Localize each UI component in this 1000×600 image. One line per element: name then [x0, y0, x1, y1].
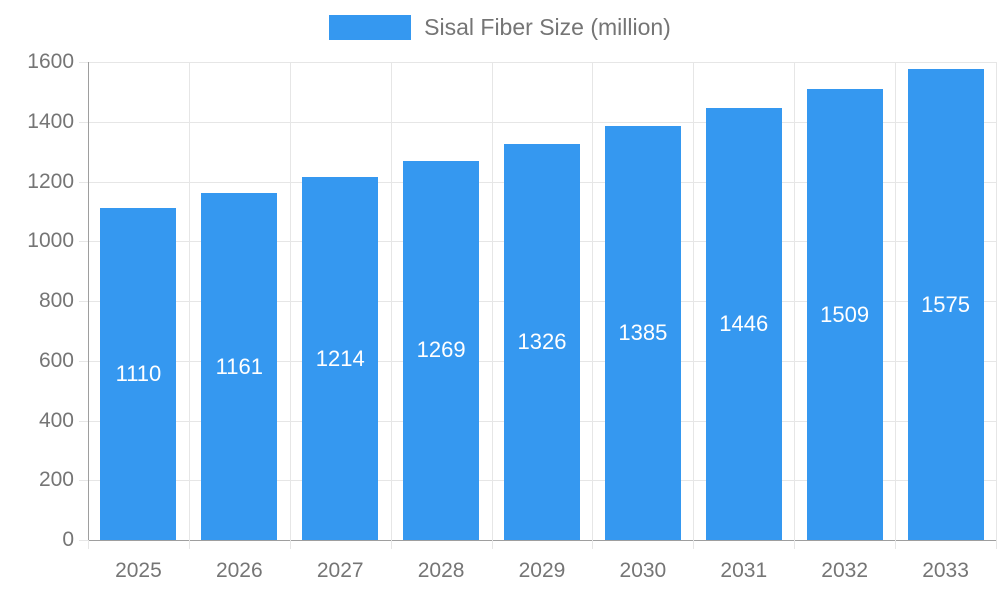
y-axis-tick	[79, 121, 88, 123]
y-axis-tick	[79, 241, 88, 243]
y-axis-tick	[79, 360, 88, 362]
bar[interactable]: 1446	[705, 108, 782, 540]
y-axis-tick	[79, 420, 88, 422]
y-axis-label: 200	[38, 468, 74, 492]
x-axis-label: 2029	[518, 559, 566, 582]
plot-area: 1110 1161 1214 1269 1326 1385 1446 1509 1575	[88, 62, 997, 540]
y-axis-label: 1600	[27, 50, 74, 73]
x-axis-label: 2026	[215, 559, 263, 582]
bar[interactable]: 1269	[403, 160, 480, 540]
x-axis-tick	[188, 540, 190, 549]
x-axis-label: 2028	[417, 559, 465, 582]
bar[interactable]: 1509	[806, 89, 883, 540]
gridline-vertical	[592, 62, 594, 540]
y-axis-tick	[79, 480, 88, 482]
bar[interactable]: 1161	[201, 193, 278, 540]
gridline-vertical	[895, 62, 897, 540]
x-axis-label: 2033	[922, 559, 969, 582]
y-axis-tick	[79, 540, 88, 541]
y-axis-label: 0	[62, 528, 74, 551]
gridline-vertical	[794, 62, 796, 540]
x-axis-label: 2030	[619, 559, 667, 582]
y-axis-label: 1400	[27, 109, 74, 133]
bar[interactable]: 1575	[907, 69, 984, 540]
x-axis-label: 2027	[316, 559, 364, 582]
y-axis-line	[88, 62, 89, 540]
gridline-vertical	[289, 62, 291, 540]
gridline-horizontal	[88, 62, 996, 63]
x-axis-tick	[289, 540, 291, 549]
bar-value-label: 1509	[820, 301, 870, 327]
gridline-vertical	[491, 62, 493, 540]
y-axis-tick	[79, 62, 88, 63]
x-axis-tick	[491, 540, 493, 549]
x-axis-tick	[88, 540, 89, 549]
y-axis-label: 600	[38, 348, 74, 372]
gridline-vertical	[390, 62, 392, 540]
bar[interactable]: 1326	[504, 143, 580, 540]
y-axis-label: 1000	[27, 229, 74, 253]
x-axis-tick	[996, 540, 997, 549]
bar-value-label: 1326	[517, 328, 567, 354]
y-axis-label: 1200	[27, 169, 74, 193]
gridline-vertical	[188, 62, 190, 540]
x-axis-tick	[895, 540, 897, 549]
x-axis-tick	[390, 540, 392, 549]
gridline-vertical	[693, 62, 695, 540]
bar-value-label: 1161	[215, 353, 263, 379]
y-axis-tick	[79, 301, 88, 302]
bar-value-label: 1385	[618, 320, 668, 346]
x-axis-tick	[592, 540, 594, 549]
legend-item[interactable]: Sisal Fiber Size (million)	[0, 15, 1000, 40]
legend-label: Sisal Fiber Size (million)	[424, 14, 671, 40]
gridline-vertical	[996, 62, 997, 540]
bar[interactable]: 1385	[604, 126, 681, 540]
x-axis-tick	[693, 540, 695, 549]
y-axis-tick	[79, 181, 88, 183]
x-axis-label: 2031	[720, 559, 768, 582]
bar-value-label: 1575	[921, 291, 971, 317]
bar[interactable]: 1110	[100, 208, 177, 540]
bar[interactable]: 1214	[302, 177, 379, 540]
bar-value-label: 1269	[416, 337, 466, 363]
x-axis-tick	[794, 540, 796, 549]
x-axis-label: 2032	[821, 559, 869, 582]
x-axis-line	[88, 540, 996, 541]
bar-value-label: 1214	[315, 345, 365, 371]
x-axis-label: 2025	[115, 559, 162, 582]
y-axis-label: 400	[38, 408, 74, 432]
legend-swatch	[329, 15, 412, 40]
gridline-horizontal	[88, 121, 996, 123]
bar-value-label: 1110	[115, 361, 162, 387]
bar-value-label: 1446	[719, 310, 769, 336]
y-axis-label: 800	[38, 289, 74, 312]
